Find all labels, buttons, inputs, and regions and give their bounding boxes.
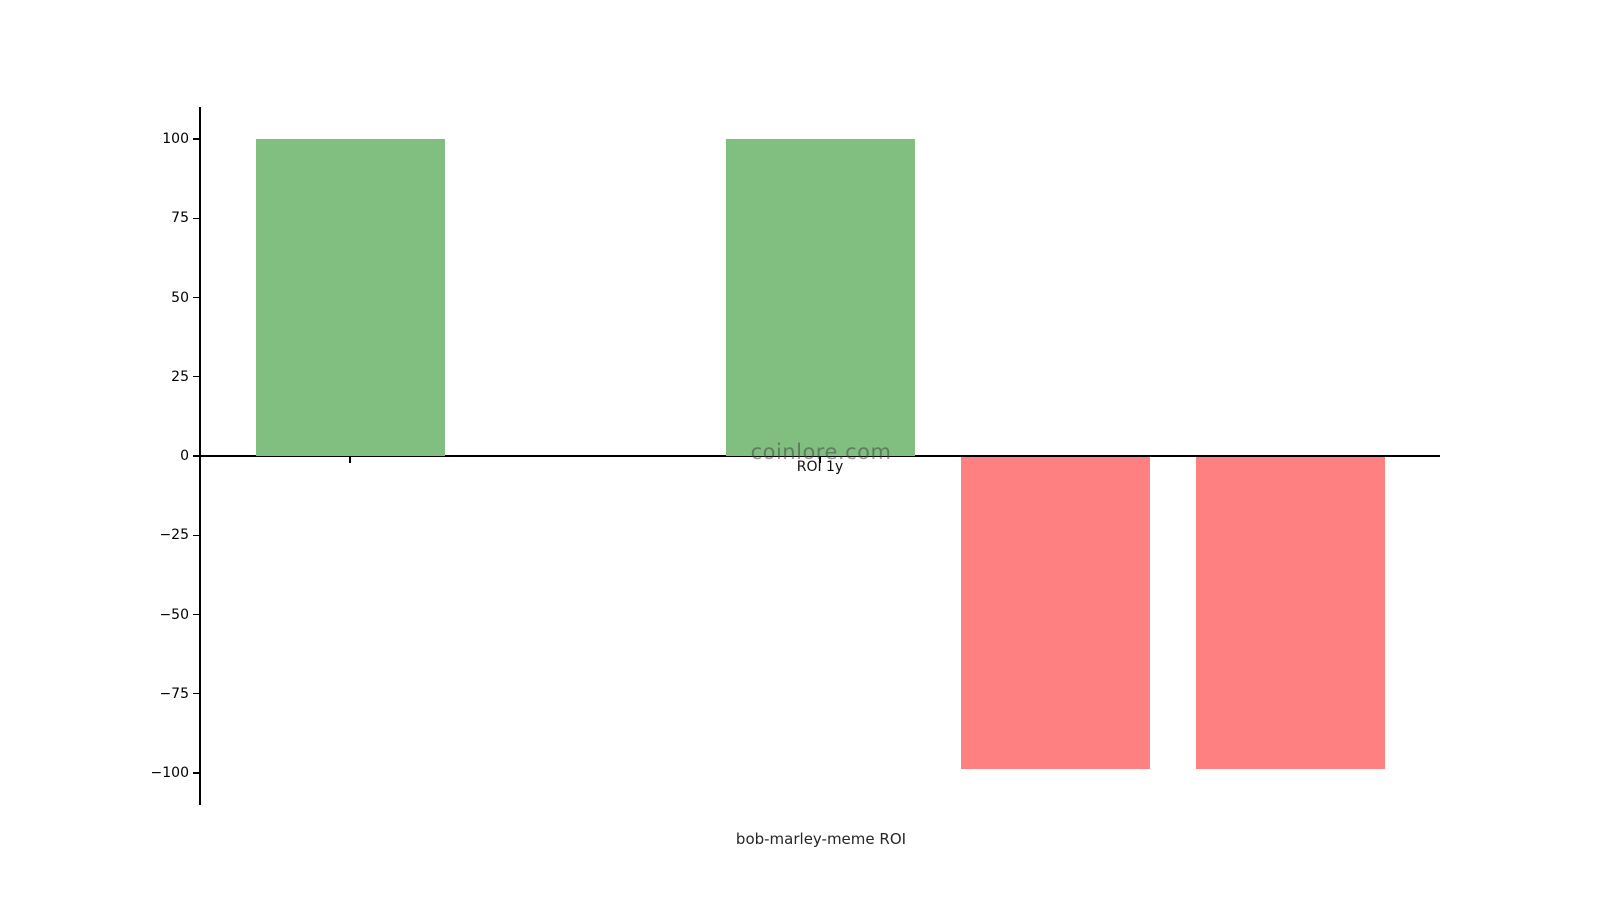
y-tick-label: 100	[162, 131, 189, 147]
x-tick-mark	[819, 456, 821, 464]
watermark: coinlore.com	[750, 440, 892, 464]
y-tick-label: −100	[150, 765, 189, 781]
y-tick-mark	[193, 296, 200, 299]
y-tick-mark	[193, 455, 200, 457]
y-tick-label: 25	[171, 368, 189, 385]
y-tick-label: 0	[180, 448, 189, 464]
x-tick-label: ROI 1y	[796, 459, 844, 475]
y-tick-mark	[193, 138, 200, 140]
chart-title: bob-marley-meme ROI	[735, 830, 907, 848]
bar	[725, 139, 915, 456]
y-tick-mark	[193, 693, 200, 695]
bar	[960, 456, 1150, 769]
bar	[255, 139, 445, 456]
y-tick-mark	[193, 772, 200, 774]
y-tick-label: −50	[159, 606, 189, 623]
bar	[1195, 456, 1385, 769]
y-tick-label: −75	[159, 685, 189, 702]
x-axis-zero-line	[200, 455, 1440, 457]
y-tick-label: −25	[159, 527, 189, 544]
y-tick-mark	[193, 217, 200, 219]
y-tick-mark	[193, 534, 200, 536]
x-tick-mark	[349, 456, 351, 464]
y-tick-mark	[193, 376, 200, 378]
y-tick-mark	[193, 613, 200, 616]
y-tick-label: 50	[171, 289, 189, 306]
y-tick-label: 75	[171, 210, 189, 227]
